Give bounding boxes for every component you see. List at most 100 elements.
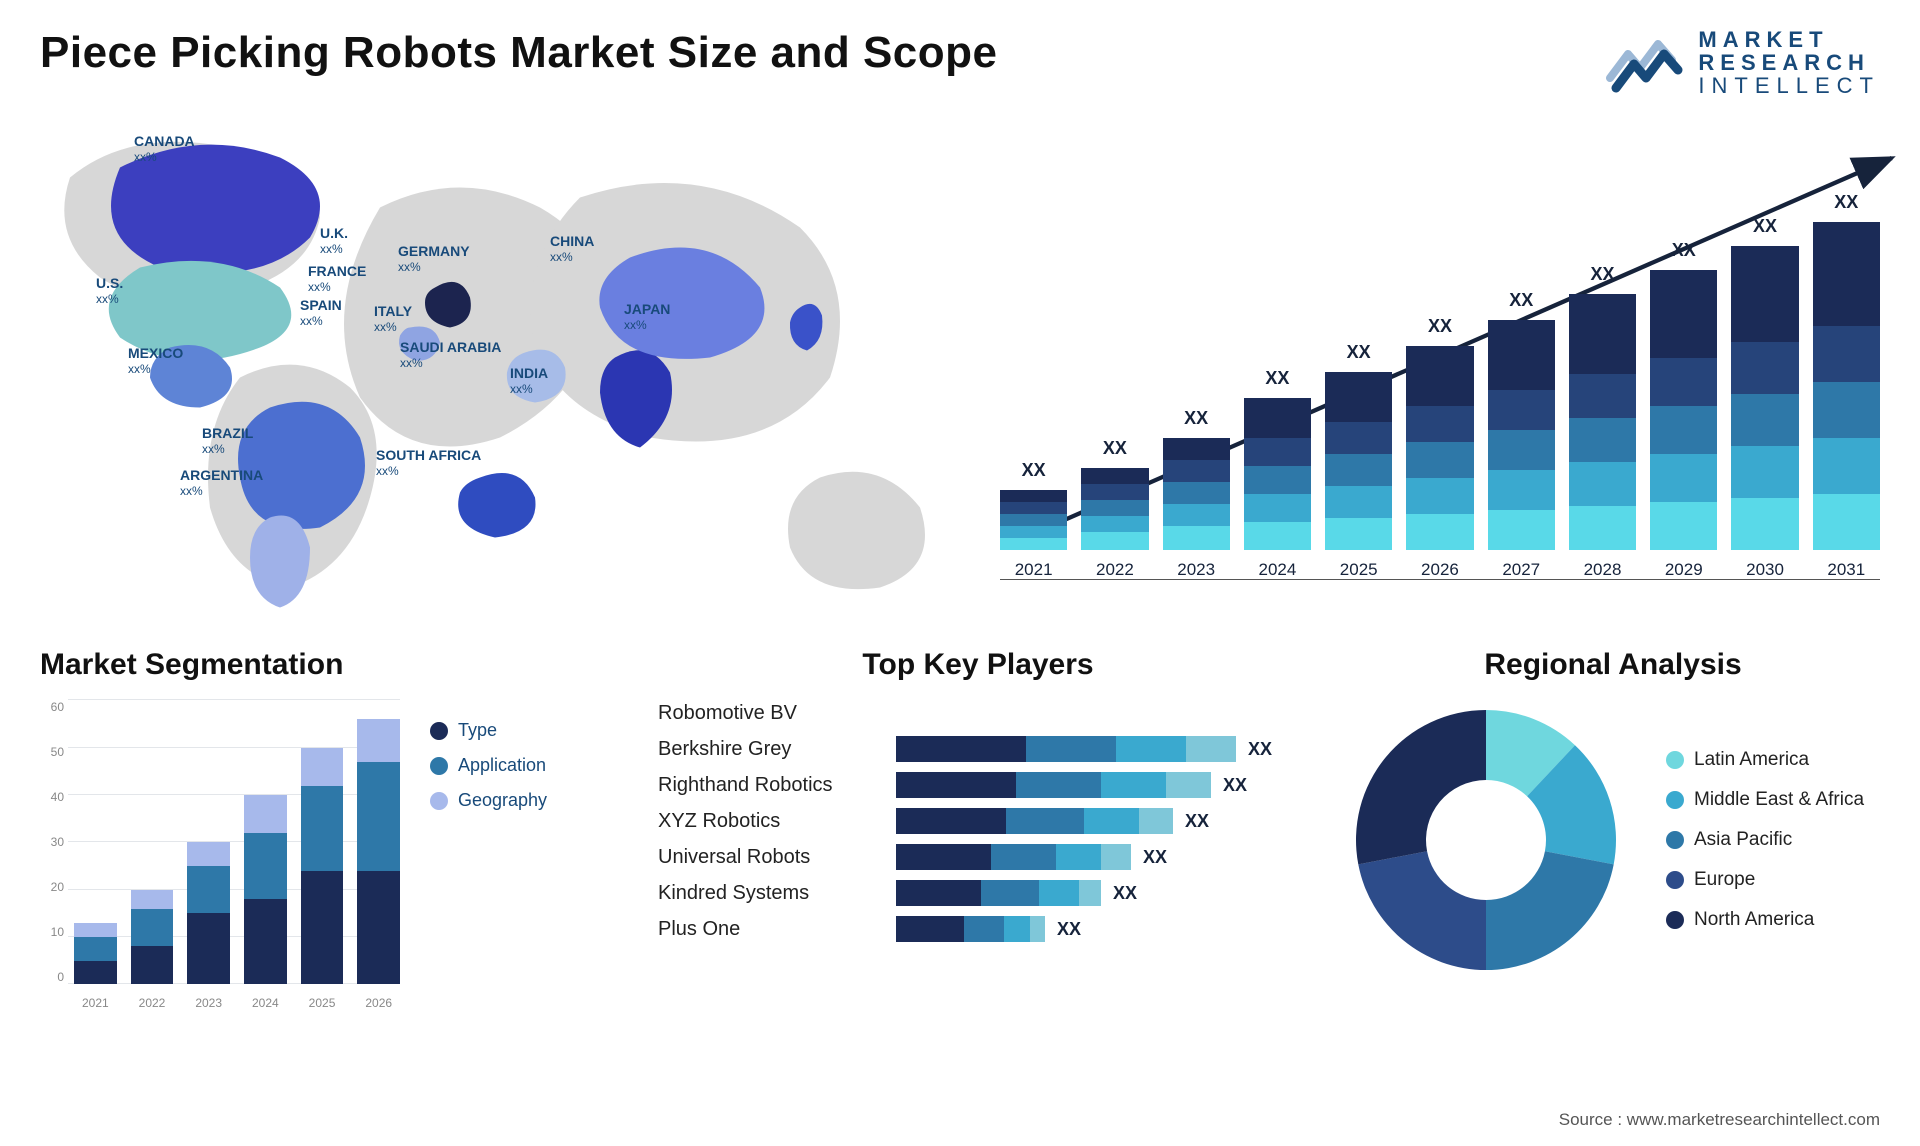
bar-value-label: XX <box>1428 316 1452 337</box>
main-bar-2029: XX2029 <box>1650 270 1717 580</box>
map-label-argentina: ARGENTINAxx% <box>180 467 263 498</box>
player-bar-seg <box>896 772 1016 798</box>
swatch-icon <box>1666 871 1684 889</box>
map-label-brazil: BRAZILxx% <box>202 425 253 456</box>
seg-bar-2026 <box>357 719 400 984</box>
bar-value-label: XX <box>1022 460 1046 481</box>
swatch-icon <box>430 792 448 810</box>
main-bar-2023: XX2023 <box>1163 438 1230 580</box>
main-bar-seg <box>1731 342 1798 394</box>
main-bar-seg <box>1000 514 1067 526</box>
seg-bar-2023 <box>187 842 230 984</box>
map-label-u-k-: U.K.xx% <box>320 225 348 256</box>
logo-line3: INTELLECT <box>1698 74 1880 97</box>
main-bar-seg <box>1000 526 1067 538</box>
main-bar-seg <box>1081 484 1148 500</box>
main-bar-seg <box>1163 526 1230 550</box>
year-label: 2029 <box>1665 560 1703 580</box>
seg-legend-item: Application <box>430 755 547 776</box>
player-bar-seg <box>1030 916 1045 942</box>
player-bar-seg <box>964 916 1004 942</box>
regional-panel: Regional Analysis Latin AmericaMiddle Ea… <box>1346 648 1880 1048</box>
player-bar-seg <box>1004 916 1030 942</box>
bar-value-label: XX <box>1672 240 1696 261</box>
year-label: 2023 <box>1177 560 1215 580</box>
seg-legend-item: Geography <box>430 790 547 811</box>
brand-logo: MARKET RESEARCH INTELLECT <box>1606 28 1880 97</box>
main-bar-seg <box>1731 498 1798 550</box>
seg-bar-segment <box>74 923 117 937</box>
player-bar <box>896 880 1101 906</box>
main-bar-2028: XX2028 <box>1569 294 1636 580</box>
map-label-mexico: MEXICOxx% <box>128 345 183 376</box>
seg-year-label: 2025 <box>301 996 344 1010</box>
player-name: XYZ Robotics <box>658 810 878 833</box>
seg-bar-segment <box>187 866 230 913</box>
main-bar-seg <box>1813 382 1880 438</box>
player-row: Berkshire GreyXX <box>658 736 1298 762</box>
player-bar-seg <box>1101 772 1166 798</box>
main-bar-seg <box>1244 438 1311 466</box>
player-row: Plus OneXX <box>658 916 1298 942</box>
map-label-germany: GERMANYxx% <box>398 243 470 274</box>
source-text: Source : www.marketresearchintellect.com <box>1559 1110 1880 1130</box>
main-bar-seg <box>1244 494 1311 522</box>
players-panel: Top Key Players Robomotive BVBerkshire G… <box>658 648 1298 1048</box>
map-label-france: FRANCExx% <box>308 263 366 294</box>
player-row: Universal RobotsXX <box>658 844 1298 870</box>
player-row: Righthand RoboticsXX <box>658 772 1298 798</box>
player-bar-seg <box>1079 880 1101 906</box>
player-bar <box>896 808 1173 834</box>
player-row: Kindred SystemsXX <box>658 880 1298 906</box>
year-label: 2028 <box>1584 560 1622 580</box>
seg-bar-segment <box>131 890 174 909</box>
main-bar-2025: XX2025 <box>1325 372 1392 580</box>
player-bar-seg <box>991 844 1056 870</box>
swatch-icon <box>1666 791 1684 809</box>
main-bar-seg <box>1406 478 1473 514</box>
regional-legend-item: Europe <box>1666 869 1864 891</box>
main-bar-seg <box>1244 466 1311 494</box>
player-bar-seg <box>1026 736 1116 762</box>
main-bar-seg <box>1650 406 1717 454</box>
regional-legend-item: Middle East & Africa <box>1666 789 1864 811</box>
main-bar-seg <box>1406 514 1473 550</box>
main-bar-2027: XX2027 <box>1488 320 1555 580</box>
world-map: CANADAxx%U.S.xx%MEXICOxx%BRAZILxx%ARGENT… <box>40 115 960 620</box>
southafrica-shape <box>458 473 535 538</box>
player-bar-seg <box>896 808 1006 834</box>
seg-bar-segment <box>74 961 117 985</box>
bar-value-label: XX <box>1347 342 1371 363</box>
segmentation-chart: 0102030405060 202120222023202420252026 <box>40 700 400 1010</box>
main-bar-2026: XX2026 <box>1406 346 1473 580</box>
main-bar-seg <box>1488 390 1555 430</box>
main-bar-seg <box>1163 438 1230 460</box>
bar-value-label: XX <box>1834 192 1858 213</box>
donut-slice <box>1358 852 1486 971</box>
main-bar-seg <box>1081 532 1148 550</box>
main-bar-2021: XX2021 <box>1000 490 1067 580</box>
swatch-icon <box>430 722 448 740</box>
seg-bar-2021 <box>74 923 117 985</box>
regional-title: Regional Analysis <box>1346 648 1880 682</box>
player-bar <box>896 736 1236 762</box>
main-bar-seg <box>1244 522 1311 550</box>
player-bar-seg <box>1039 880 1079 906</box>
main-bar-seg <box>1569 374 1636 418</box>
swatch-icon <box>1666 911 1684 929</box>
main-bar-seg <box>1650 502 1717 550</box>
regional-legend-item: North America <box>1666 909 1864 931</box>
swatch-icon <box>1666 751 1684 769</box>
main-bar-seg <box>1163 504 1230 526</box>
player-row: Robomotive BV <box>658 700 1298 726</box>
seg-bar-segment <box>131 909 174 947</box>
seg-bar-segment <box>131 946 174 984</box>
main-bar-2031: XX2031 <box>1813 222 1880 580</box>
player-bar <box>896 772 1211 798</box>
main-bar-seg <box>1488 510 1555 550</box>
main-bar-seg <box>1813 494 1880 550</box>
main-bar-seg <box>1163 482 1230 504</box>
player-name: Berkshire Grey <box>658 738 878 761</box>
main-bar-seg <box>1813 326 1880 382</box>
year-label: 2031 <box>1827 560 1865 580</box>
